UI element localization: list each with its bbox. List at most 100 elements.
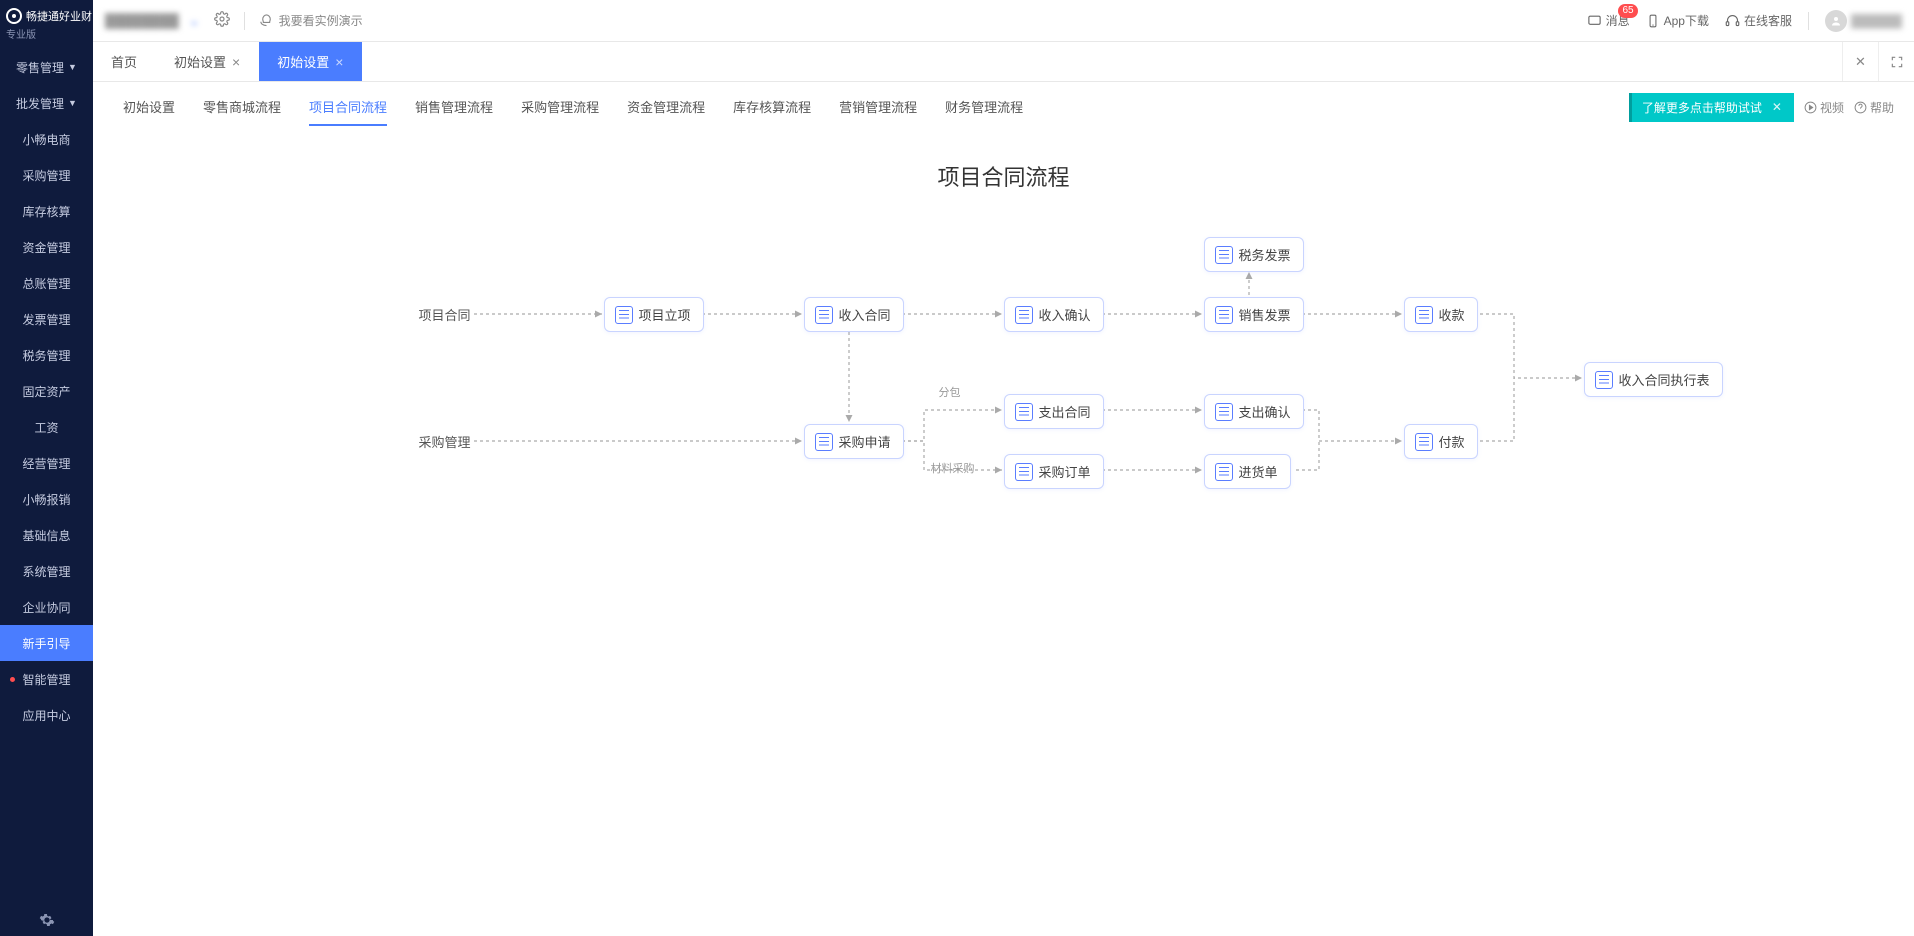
subtab[interactable]: 库存核算流程 bbox=[733, 89, 811, 126]
subtab[interactable]: 初始设置 bbox=[123, 89, 175, 126]
sidebar-item[interactable]: 基础信息 bbox=[0, 517, 93, 553]
flow-node[interactable]: 采购申请 bbox=[804, 424, 904, 459]
chevron-down-icon: ▼ bbox=[68, 98, 77, 108]
sidebar: 畅捷通好业财 专业版 零售管理▼批发管理▼小畅电商采购管理库存核算资金管理总账管… bbox=[0, 0, 93, 936]
video-link[interactable]: 视频 bbox=[1804, 99, 1844, 116]
chevron-down-icon: ⌄ bbox=[189, 13, 200, 29]
flow-node-label: 采购申请 bbox=[839, 432, 891, 451]
flow-node[interactable]: 采购订单 bbox=[1004, 454, 1104, 489]
document-icon bbox=[1415, 433, 1433, 451]
sidebar-item[interactable]: 系统管理 bbox=[0, 553, 93, 589]
header: ████████ ⌄ 我要看实例演示 消息 65 bbox=[93, 0, 1914, 42]
subtab-row: 初始设置零售商城流程项目合同流程销售管理流程采购管理流程资金管理流程库存核算流程… bbox=[93, 82, 1914, 132]
sidebar-item[interactable]: 资金管理 bbox=[0, 229, 93, 265]
subtab[interactable]: 销售管理流程 bbox=[415, 89, 493, 126]
flow-node[interactable]: 付款 bbox=[1404, 424, 1478, 459]
sidebar-item[interactable]: 新手引导 bbox=[0, 625, 93, 661]
document-icon bbox=[1015, 463, 1033, 481]
app-download-button[interactable]: App下载 bbox=[1646, 12, 1709, 29]
sidebar-item[interactable]: 企业协同 bbox=[0, 589, 93, 625]
page-tab[interactable]: 首页 bbox=[93, 42, 156, 81]
org-selector[interactable]: ████████ ⌄ bbox=[105, 13, 200, 29]
document-icon bbox=[1015, 306, 1033, 324]
flow-node[interactable]: 收入合同 bbox=[804, 297, 904, 332]
document-icon bbox=[1595, 371, 1613, 389]
flow-node-label: 项目立项 bbox=[639, 305, 691, 324]
flow-node[interactable]: 销售发票 bbox=[1204, 297, 1304, 332]
flow-node[interactable]: 收入确认 bbox=[1004, 297, 1104, 332]
flow-node-label: 收入确认 bbox=[1039, 305, 1091, 324]
messages-badge: 65 bbox=[1618, 4, 1637, 18]
sidebar-item[interactable]: 经营管理 bbox=[0, 445, 93, 481]
document-icon bbox=[1215, 403, 1233, 421]
user-menu[interactable]: ██████ bbox=[1825, 10, 1902, 32]
page-tab[interactable]: 初始设置× bbox=[156, 42, 259, 81]
flow-section-label: 项目合同 bbox=[419, 305, 471, 324]
brand-edition: 专业版 bbox=[6, 26, 87, 41]
subtab[interactable]: 财务管理流程 bbox=[945, 89, 1023, 126]
flow-node-label: 支出合同 bbox=[1039, 402, 1091, 421]
brand-logo-icon bbox=[6, 8, 22, 24]
help-link[interactable]: 帮助 bbox=[1854, 99, 1894, 116]
flow-node-label: 销售发票 bbox=[1239, 305, 1291, 324]
flow-canvas: 项目合同采购管理分包材料采购项目立项收入合同收入确认销售发票税务发票收款收入合同… bbox=[304, 192, 1704, 712]
sidebar-item[interactable]: 工资 bbox=[0, 409, 93, 445]
flow-node[interactable]: 税务发票 bbox=[1204, 237, 1304, 272]
flow-node-label: 收款 bbox=[1439, 305, 1465, 324]
flow-node-label: 进货单 bbox=[1239, 462, 1278, 481]
settings-icon[interactable] bbox=[214, 11, 230, 30]
sidebar-item[interactable]: 税务管理 bbox=[0, 337, 93, 373]
document-icon bbox=[815, 306, 833, 324]
flow-node-label: 收入合同 bbox=[839, 305, 891, 324]
document-icon bbox=[1215, 306, 1233, 324]
page-tab[interactable]: 初始设置× bbox=[259, 42, 362, 81]
sidebar-item[interactable]: 发票管理 bbox=[0, 301, 93, 337]
sidebar-item[interactable]: 采购管理 bbox=[0, 157, 93, 193]
flow-node[interactable]: 收入合同执行表 bbox=[1584, 362, 1723, 397]
page-tabs: 首页初始设置×初始设置× ✕ bbox=[93, 42, 1914, 82]
flow-edge-label: 分包 bbox=[939, 384, 961, 400]
logo-area: 畅捷通好业财 专业版 bbox=[0, 0, 93, 49]
sidebar-item[interactable]: 小畅报销 bbox=[0, 481, 93, 517]
messages-button[interactable]: 消息 65 bbox=[1587, 12, 1630, 29]
subtab[interactable]: 项目合同流程 bbox=[309, 89, 387, 126]
document-icon bbox=[1215, 463, 1233, 481]
brand-name: 畅捷通好业财 bbox=[26, 8, 92, 24]
sidebar-item[interactable]: 固定资产 bbox=[0, 373, 93, 409]
help-tip-banner[interactable]: 了解更多点击帮助试试 ✕ bbox=[1629, 93, 1794, 122]
document-icon bbox=[615, 306, 633, 324]
sidebar-settings-icon[interactable] bbox=[0, 904, 93, 936]
tab-close-icon[interactable]: × bbox=[335, 54, 343, 70]
document-icon bbox=[815, 433, 833, 451]
sidebar-item[interactable]: 小畅电商 bbox=[0, 121, 93, 157]
sidebar-item[interactable]: 智能管理 bbox=[0, 661, 93, 697]
sidebar-item[interactable]: 总账管理 bbox=[0, 265, 93, 301]
sidebar-nav: 零售管理▼批发管理▼小畅电商采购管理库存核算资金管理总账管理发票管理税务管理固定… bbox=[0, 49, 93, 904]
subtab[interactable]: 采购管理流程 bbox=[521, 89, 599, 126]
flow-edges bbox=[304, 192, 1704, 712]
tab-close-icon[interactable]: × bbox=[232, 54, 240, 70]
subtab[interactable]: 资金管理流程 bbox=[627, 89, 705, 126]
flow-node[interactable]: 项目立项 bbox=[604, 297, 704, 332]
subtab[interactable]: 零售商城流程 bbox=[203, 89, 281, 126]
flow-node-label: 付款 bbox=[1439, 432, 1465, 451]
flow-node[interactable]: 支出确认 bbox=[1204, 394, 1304, 429]
sidebar-item[interactable]: 批发管理▼ bbox=[0, 85, 93, 121]
help-tip-close-icon[interactable]: ✕ bbox=[1772, 100, 1782, 114]
flow-section-label: 采购管理 bbox=[419, 432, 471, 451]
sidebar-item[interactable]: 零售管理▼ bbox=[0, 49, 93, 85]
tab-close-all-icon[interactable]: ✕ bbox=[1842, 42, 1878, 81]
flow-node[interactable]: 进货单 bbox=[1204, 454, 1291, 489]
document-icon bbox=[1015, 403, 1033, 421]
sidebar-item[interactable]: 应用中心 bbox=[0, 697, 93, 733]
flow-canvas-wrap: 项目合同流程 项目合同采购管理分包材料采购项目立项收入合同收入确认销售发票税务发… bbox=[93, 132, 1914, 936]
flow-node-label: 税务发票 bbox=[1239, 245, 1291, 264]
sidebar-item[interactable]: 库存核算 bbox=[0, 193, 93, 229]
flow-node[interactable]: 收款 bbox=[1404, 297, 1478, 332]
subtab[interactable]: 营销管理流程 bbox=[839, 89, 917, 126]
flow-node[interactable]: 支出合同 bbox=[1004, 394, 1104, 429]
flow-edge-label: 材料采购 bbox=[931, 460, 975, 476]
customer-service-button[interactable]: 在线客服 bbox=[1725, 12, 1792, 29]
demo-link[interactable]: 我要看实例演示 bbox=[259, 12, 363, 29]
fullscreen-icon[interactable] bbox=[1878, 42, 1914, 81]
